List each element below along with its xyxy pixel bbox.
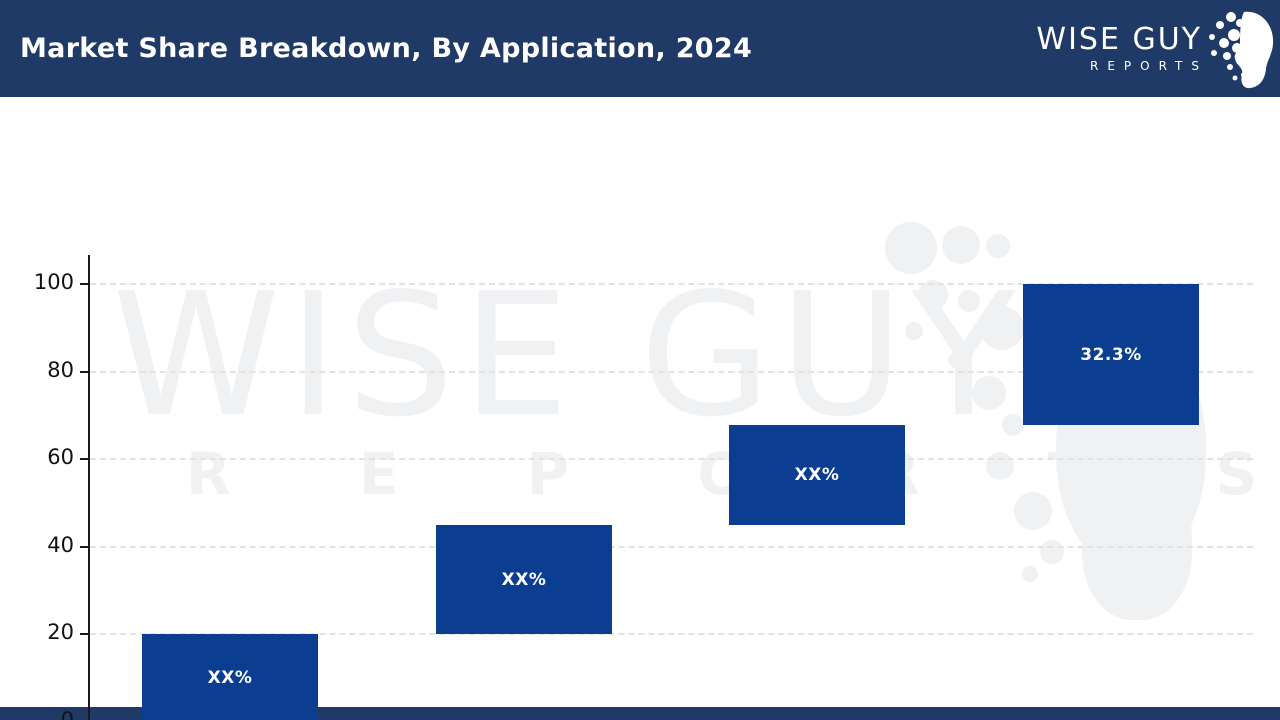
gridline [90,458,1253,461]
y-tick-label: 60 [47,445,74,470]
y-tick [80,458,88,461]
y-tick-label: 40 [47,532,74,557]
y-tick [80,370,88,373]
y-tick-label: 100 [33,270,74,294]
bar: XX% [142,634,318,720]
y-tick [80,283,88,285]
bar-value-label: XX% [794,465,840,486]
y-tick [80,633,88,636]
bar: 32.3% [1023,284,1199,426]
gridline [90,545,1253,548]
bar: XX% [436,524,612,635]
brand-logo-subtext: REPORTS [1089,58,1208,73]
y-axis-spine [88,255,90,720]
gridline [90,283,1253,285]
gridline [90,633,1253,636]
brand-logo: WISE GUY REPORTS [1036,0,1202,97]
footer-bar [0,707,1280,720]
y-tick-label: 20 [47,620,74,645]
header-bar: Market Share Breakdown, By Application, … [0,0,1280,97]
bar-value-label: XX% [207,668,253,689]
y-tick [80,545,88,548]
y-tick-label: 0 [60,708,74,720]
gridline [90,370,1253,373]
bar: XX% [729,425,905,525]
page-title: Market Share Breakdown, By Application, … [20,33,753,64]
bar-value-label: XX% [501,569,547,590]
bar-value-label: 32.3% [1080,344,1142,365]
brand-face-icon [1209,11,1274,89]
y-tick-label: 80 [47,357,74,382]
watermark-text: WISE GUY [112,257,1024,455]
brand-logo-text: WISE GUY [1036,21,1202,57]
